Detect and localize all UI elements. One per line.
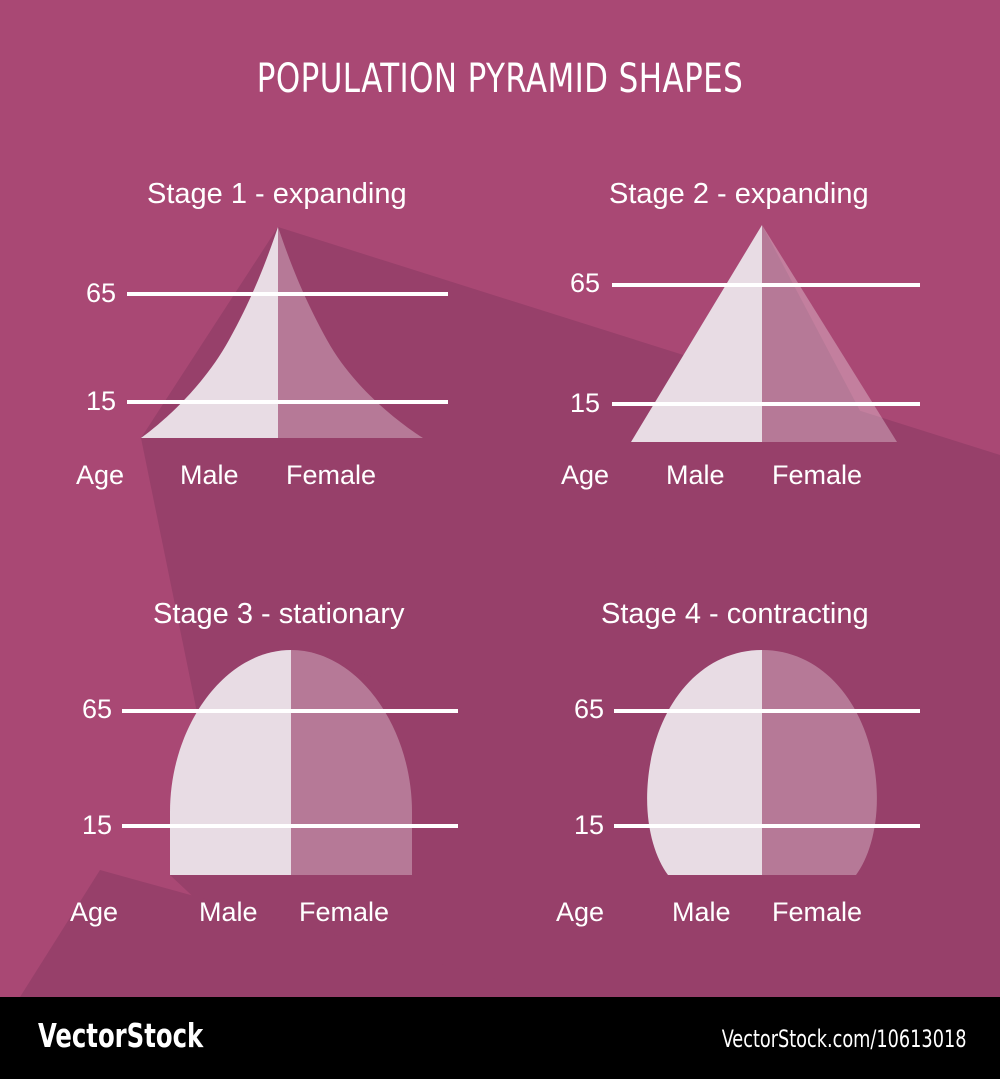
stage-4-pyramid [647,650,877,875]
stage-4-axis-label-65: 65 [573,694,604,724]
stage-3-axis-label-15: 15 [81,810,112,840]
stage-2-pyramid [631,225,897,442]
stage-2-legend-male: Male [666,460,725,490]
artboard: POPULATION PYRAMID SHAPES Stage 1 - expa… [20,56,1000,997]
vectorstock-logo: VectorStock [38,1016,204,1055]
stage-3-axis-label-65: 65 [81,694,112,724]
stage-2-male-area [631,225,762,442]
stage-4-legend-female: Female [772,897,863,927]
stage-1-female-area [278,227,423,438]
stage-3-title: Stage 3 - stationary [153,598,405,630]
stage-1-pyramid [141,227,423,438]
stage-2-legend-female: Female [772,460,863,490]
stage-4-male-area [647,650,762,875]
stage-2-axis-label-65: 65 [569,268,600,298]
stage-4-legend-age: Age [556,897,605,927]
axis-lines [122,283,920,828]
footer-bar: VectorStock VectorStock.com/10613018 [0,997,1000,1079]
stage-1-legend-male: Male [180,460,239,490]
stage-3-male-area [170,650,291,875]
stage-1-title: Stage 1 - expanding [147,178,407,210]
page-title: POPULATION PYRAMID SHAPES [256,56,744,102]
stage-2-axis-label-15: 15 [569,388,600,418]
stage-3-female-area [291,650,412,875]
stage-4-title: Stage 4 - contracting [601,598,869,630]
stage-4-female-area [762,650,877,875]
stage-1-legend-female: Female [286,460,377,490]
pyramid-layer [122,225,920,875]
stage-4-legend-male: Male [672,897,731,927]
stage-1-legend-age: Age [76,460,125,490]
stage-1-axis-label-15: 15 [85,386,116,416]
stage-4-axis-label-15: 15 [573,810,604,840]
stage-3-shadow-secondary [20,870,560,997]
stage-1-axis-label-65: 65 [85,278,116,308]
stage-2-female-area [762,225,897,442]
stage-3-pyramid [170,650,412,875]
stage-3-legend-male: Male [199,897,258,927]
stage-2-title: Stage 2 - expanding [609,178,869,210]
stage-3-legend-age: Age [70,897,119,927]
vectorstock-url: VectorStock.com/10613018 [721,1025,966,1053]
stage-3-legend-female: Female [299,897,390,927]
stage-2-legend-age: Age [561,460,610,490]
stage-1-male-area [141,227,278,438]
